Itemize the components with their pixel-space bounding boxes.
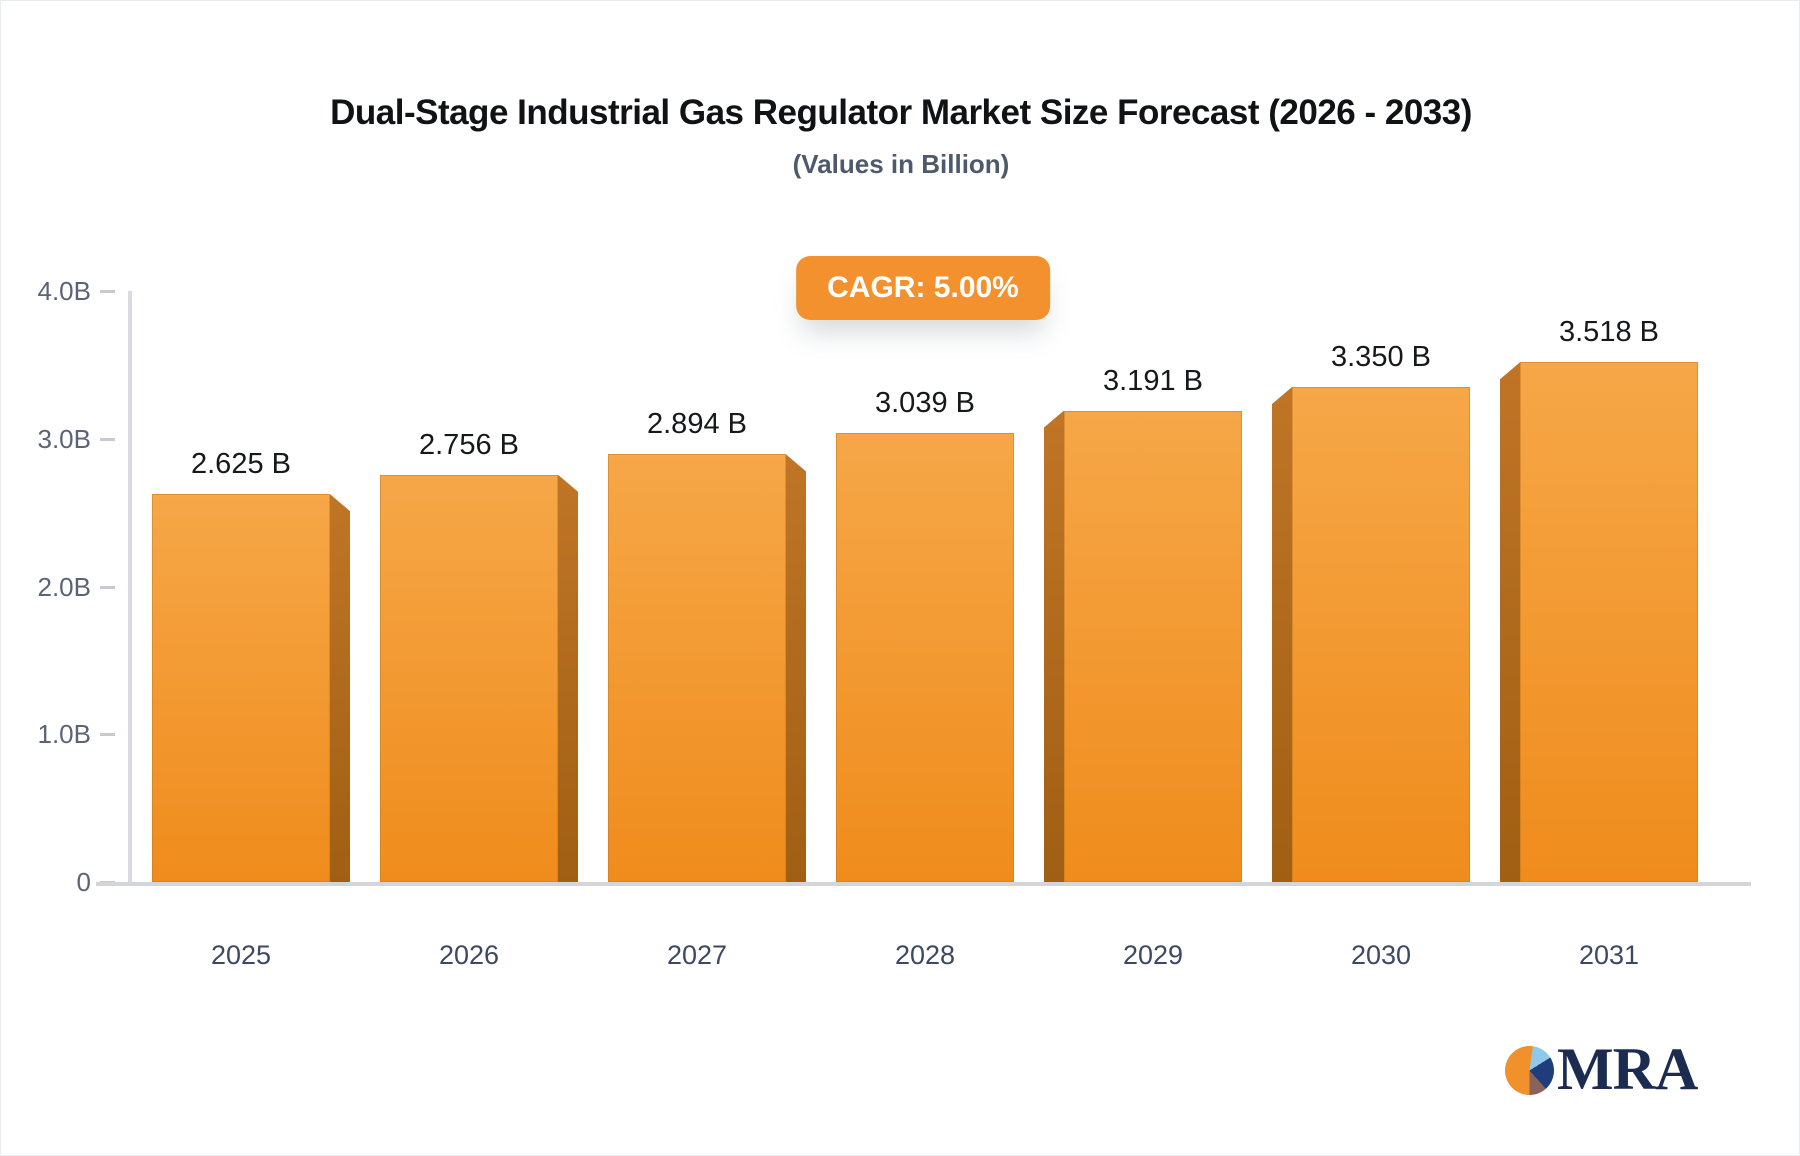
- bar[interactable]: [836, 432, 1014, 882]
- bar-side-face: [1044, 410, 1064, 882]
- y-axis-label: 0: [76, 867, 91, 897]
- y-axis-tick: [100, 290, 115, 293]
- bar-side-face: [1500, 362, 1520, 882]
- bar-value-label: 2.756 B: [419, 428, 519, 461]
- y-axis-tick: [100, 585, 115, 589]
- x-axis-label: 2027: [666, 940, 728, 970]
- bar[interactable]: [608, 454, 786, 882]
- bar-value-label: 3.191 B: [1103, 364, 1203, 397]
- y-axis-line: [128, 291, 132, 885]
- x-axis-label: 2029: [1122, 940, 1184, 970]
- bar-side-face: [558, 474, 578, 882]
- bar-side-face: [330, 494, 350, 882]
- bar[interactable]: [1520, 362, 1698, 882]
- y-axis-label: 2.0B: [37, 571, 92, 602]
- chart-title: Dual-Stage Industrial Gas Regulator Mark…: [330, 93, 1472, 132]
- bar-value-label: 3.039 B: [875, 386, 975, 419]
- x-axis-label: 2025: [210, 940, 272, 970]
- y-axis-tick: [100, 437, 115, 441]
- mra-logo: MRA: [1505, 1036, 1698, 1102]
- bar-value-label: 3.350 B: [1331, 341, 1431, 374]
- x-axis-line: [96, 882, 1751, 886]
- bar[interactable]: [152, 494, 330, 882]
- logo-text: MRA: [1557, 1036, 1698, 1102]
- bar-value-label: 2.625 B: [191, 448, 291, 481]
- bar-side-face: [1272, 387, 1292, 882]
- chart-subtitle: (Values in Billion): [792, 149, 1010, 179]
- bar[interactable]: [380, 474, 558, 882]
- x-axis-label: 2031: [1578, 940, 1640, 970]
- bar[interactable]: [1064, 410, 1242, 882]
- y-axis-label: 3.0B: [37, 423, 92, 454]
- pie-chart-logo-icon: [1505, 1045, 1554, 1095]
- bar-value-label: 2.894 B: [647, 408, 747, 441]
- bar-side-face: [786, 454, 806, 882]
- cagr-badge: CAGR: 5.00%: [796, 256, 1050, 320]
- x-axis-label: 2030: [1350, 940, 1412, 970]
- y-axis-label: 1.0B: [37, 719, 92, 750]
- x-axis-label: 2028: [894, 940, 956, 970]
- y-axis-tick: [100, 733, 115, 737]
- y-axis-label: 4.0B: [37, 276, 92, 306]
- bar[interactable]: [1292, 387, 1470, 882]
- bar-value-label: 3.518 B: [1559, 316, 1659, 349]
- x-axis-label: 2026: [438, 940, 500, 970]
